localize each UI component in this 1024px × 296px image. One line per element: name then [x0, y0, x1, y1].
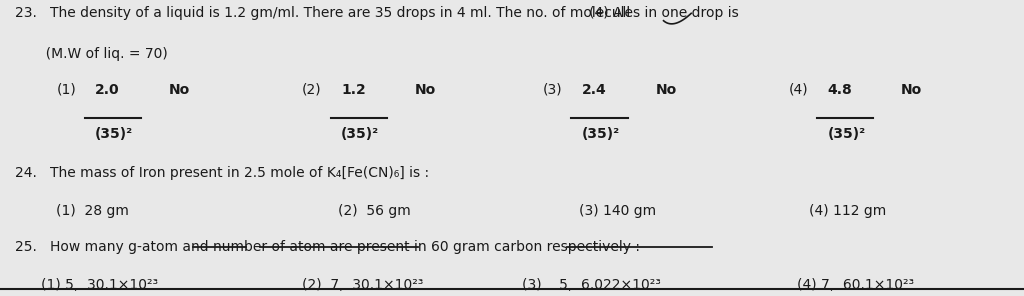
Text: (1)  28 gm: (1) 28 gm [56, 204, 129, 218]
Text: (35)²: (35)² [827, 127, 865, 141]
Text: (4): (4) [788, 83, 808, 97]
Text: 23.   The density of a liquid is 1.2 gm/ml. There are 35 drops in 4 ml. The no. : 23. The density of a liquid is 1.2 gm/ml… [15, 6, 739, 20]
Text: 2.4: 2.4 [582, 83, 606, 97]
Text: (2)  56 gm: (2) 56 gm [338, 204, 411, 218]
Text: 4.8: 4.8 [827, 83, 852, 97]
Text: (4) 112 gm: (4) 112 gm [809, 204, 886, 218]
Text: (1) 5,  30.1×10²³: (1) 5, 30.1×10²³ [41, 278, 158, 292]
Text: (2): (2) [302, 83, 322, 97]
Text: (3)    5,  6.022×10²³: (3) 5, 6.022×10²³ [522, 278, 662, 292]
Text: 25.   How many g-atom and number of atom are present in 60 gram carbon respectiv: 25. How many g-atom and number of atom a… [15, 240, 640, 254]
Text: (1): (1) [56, 83, 76, 97]
Text: No: No [169, 83, 190, 97]
Text: 1.2: 1.2 [341, 83, 366, 97]
Text: (35)²: (35)² [582, 127, 620, 141]
Text: (2)  7,  30.1×10²³: (2) 7, 30.1×10²³ [302, 278, 424, 292]
Text: No: No [901, 83, 923, 97]
Text: (4) All: (4) All [589, 6, 630, 20]
Text: 2.0: 2.0 [95, 83, 120, 97]
Text: (35)²: (35)² [341, 127, 379, 141]
Text: (3) 140 gm: (3) 140 gm [579, 204, 655, 218]
Text: (M.W of liq. = 70): (M.W of liq. = 70) [15, 47, 168, 61]
Text: (35)²: (35)² [95, 127, 133, 141]
Text: (4) 7,  60.1×10²³: (4) 7, 60.1×10²³ [797, 278, 913, 292]
Text: 24.   The mass of Iron present in 2.5 mole of K₄[Fe(CN)₆] is :: 24. The mass of Iron present in 2.5 mole… [15, 166, 429, 180]
Text: (3): (3) [543, 83, 562, 97]
Text: No: No [655, 83, 677, 97]
Text: No: No [415, 83, 436, 97]
